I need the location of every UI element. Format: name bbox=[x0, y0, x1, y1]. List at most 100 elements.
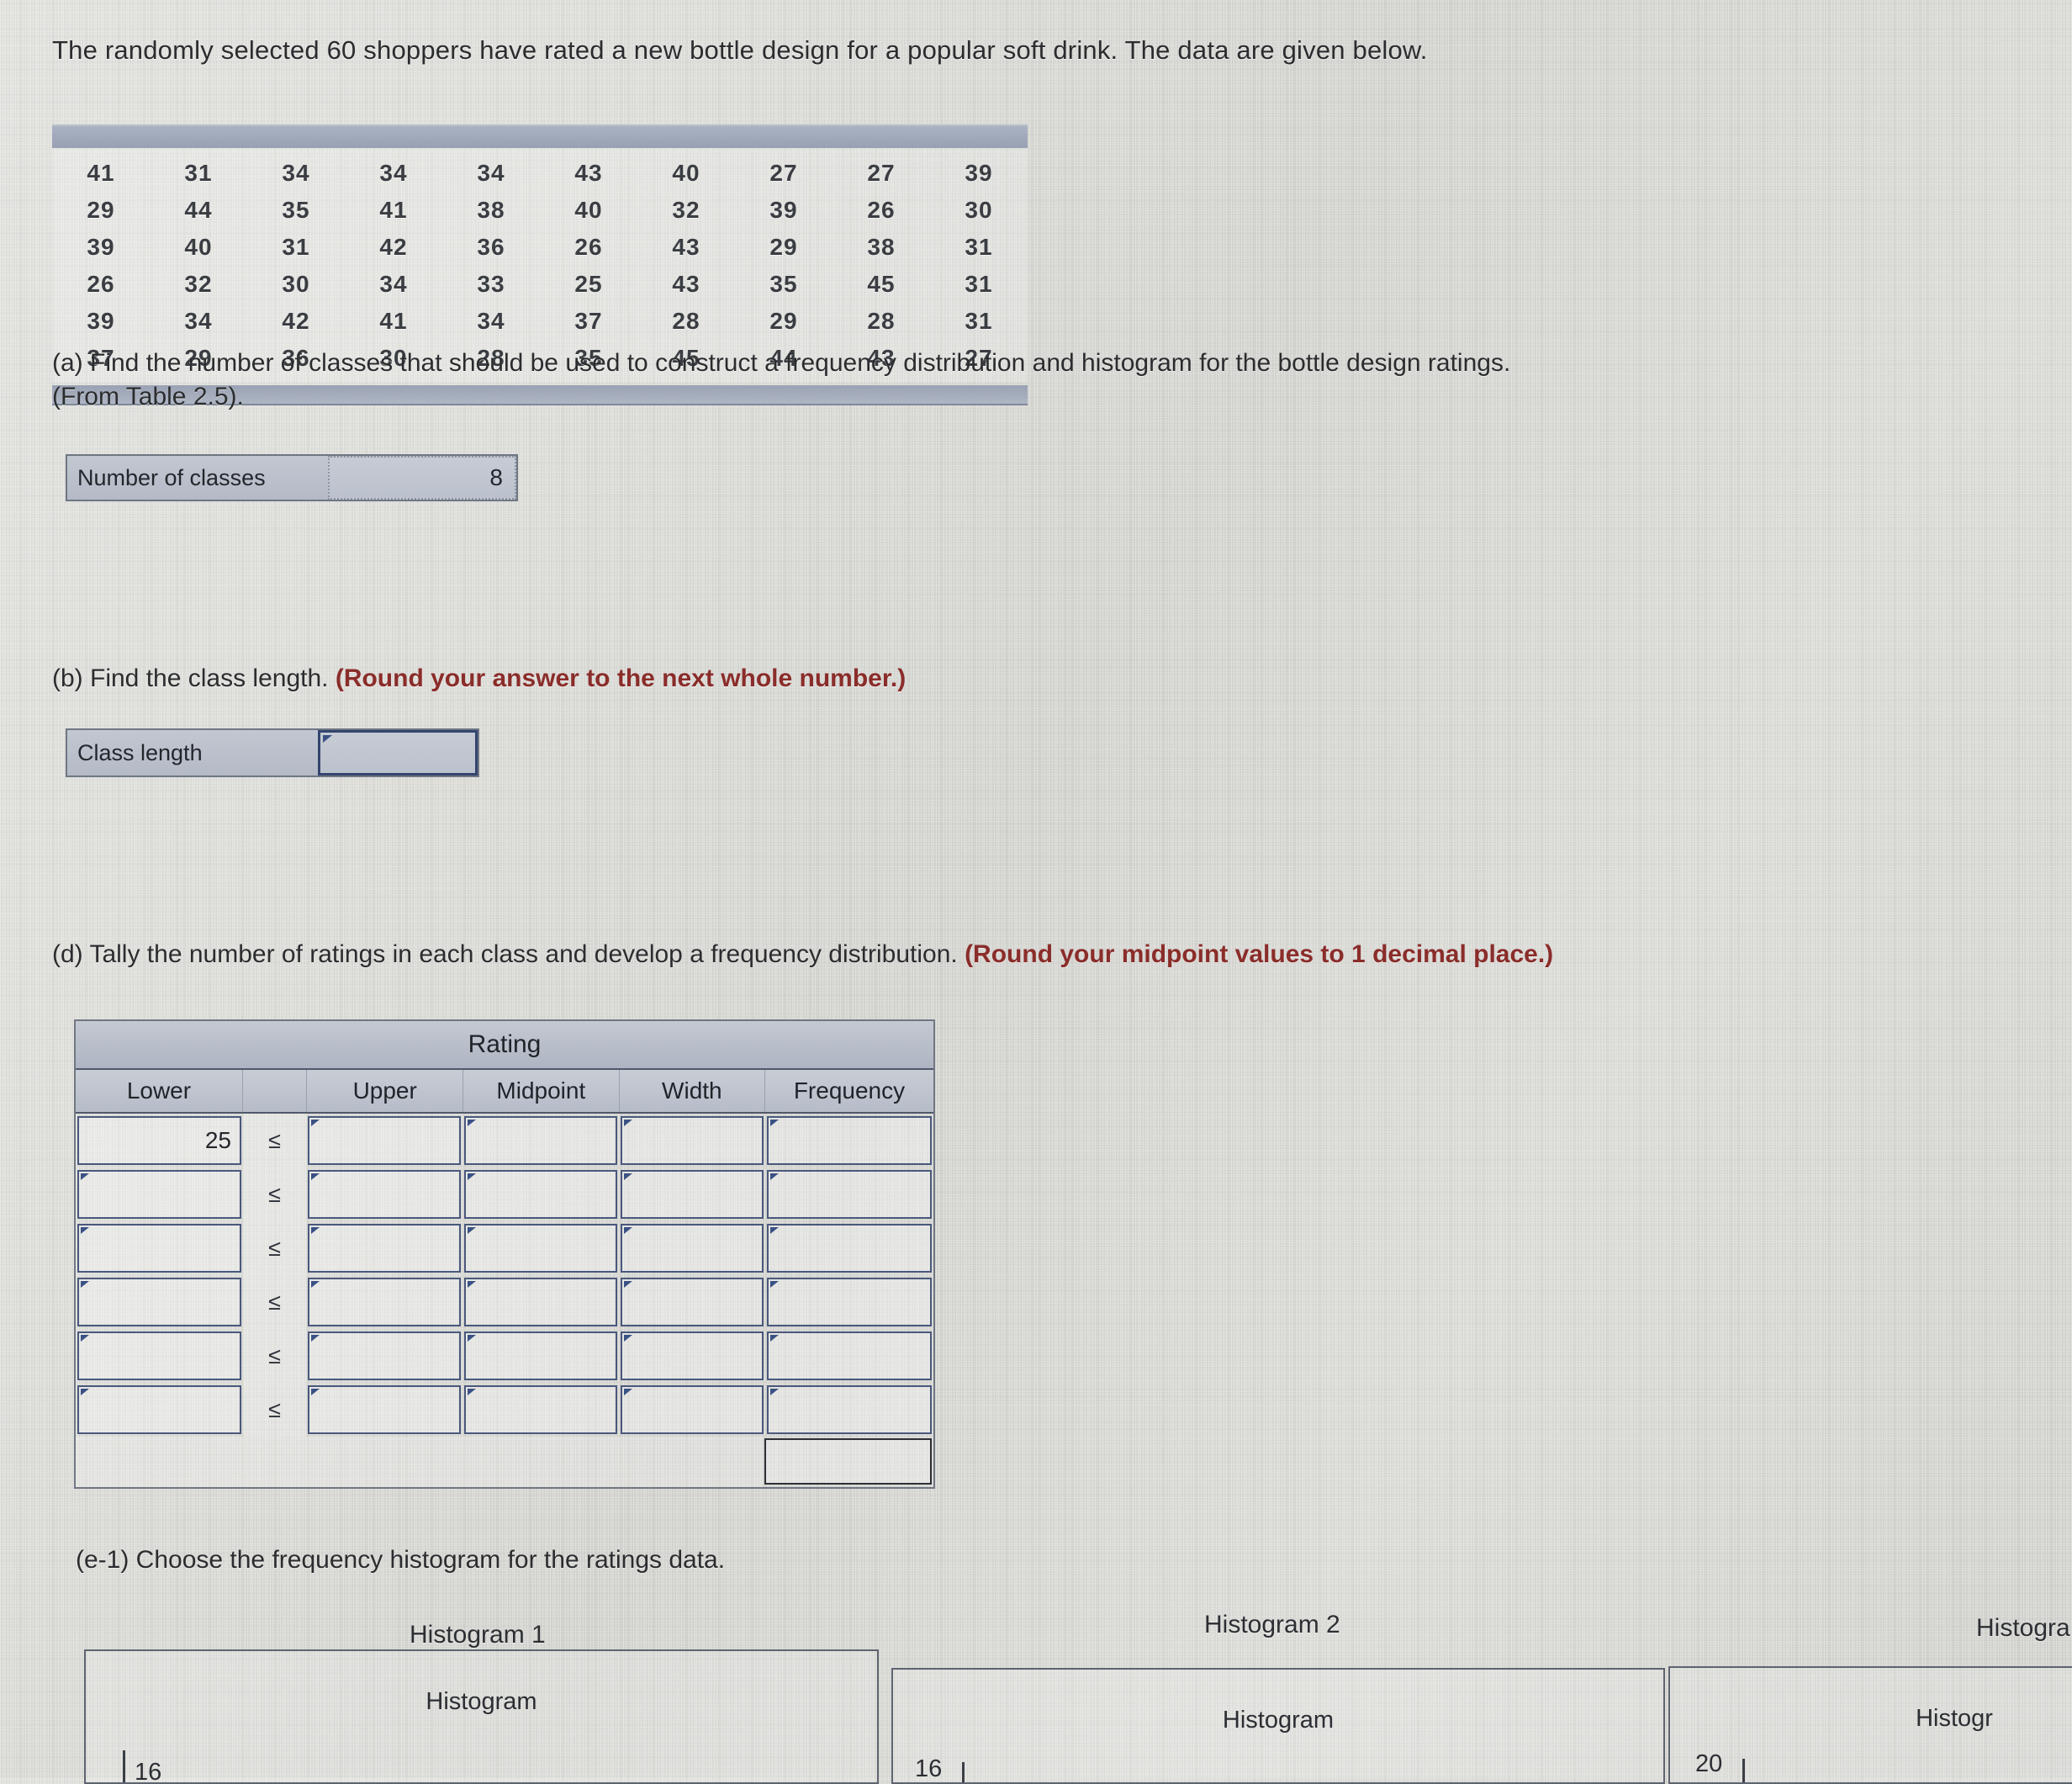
freq-row-1-upper-input[interactable] bbox=[307, 1170, 461, 1219]
freq-row-4-midpoint-input[interactable] bbox=[463, 1331, 617, 1380]
freq-row-1-width-input[interactable] bbox=[620, 1170, 764, 1219]
freq-table-row: ≤ bbox=[76, 1383, 933, 1437]
histogram-3-label: Histogra bbox=[1976, 1614, 2070, 1642]
freq-total-frequency-input[interactable] bbox=[764, 1438, 932, 1485]
rating-value-cell: 37 bbox=[87, 345, 115, 371]
histogram-1-axis-top-value: 16 bbox=[135, 1759, 162, 1784]
freq-row-5-upper-input[interactable] bbox=[307, 1385, 461, 1434]
freq-row-0-frequency-input[interactable] bbox=[766, 1116, 932, 1165]
rating-value-cell: 38 bbox=[867, 234, 896, 260]
freq-total-op bbox=[242, 1437, 307, 1487]
rating-value-cell: 29 bbox=[769, 308, 798, 334]
part-a-line2: (From Table 2.5). bbox=[52, 382, 244, 410]
freq-row-4-frequency-input[interactable] bbox=[766, 1331, 932, 1380]
rating-value-cell: 40 bbox=[574, 197, 603, 223]
freq-row-0-midpoint-input[interactable] bbox=[463, 1116, 617, 1165]
rating-value-cell: 42 bbox=[282, 308, 310, 334]
freq-table-row: ≤ bbox=[76, 1329, 933, 1383]
rating-value-cell: 40 bbox=[672, 160, 700, 186]
data-table-top-bar bbox=[52, 124, 1028, 148]
rating-value-cell: 43 bbox=[672, 234, 700, 260]
freq-row-4-lower-input[interactable] bbox=[77, 1331, 241, 1380]
number-of-classes-row: Number of classes 8 bbox=[66, 454, 518, 501]
class-length-row: Class length bbox=[66, 728, 479, 777]
histogram-3-inner-title: Histogr bbox=[1916, 1705, 1993, 1732]
frequency-distribution-table: Rating Lower Upper Midpoint Width Freque… bbox=[74, 1019, 935, 1489]
histogram-3-card[interactable]: Histogr 20 bbox=[1668, 1666, 2072, 1784]
part-d-question: (d) Tally the number of ratings in each … bbox=[52, 940, 1986, 969]
part-b-hint: (Round your answer to the next whole num… bbox=[335, 664, 906, 692]
freq-row-3-lower-input[interactable] bbox=[77, 1278, 241, 1326]
ratings-data-row: 29 44 35 41 38 40 32 39 26 30 bbox=[52, 192, 1028, 229]
rating-value-cell: 34 bbox=[477, 308, 505, 334]
freq-row-4-upper-input[interactable] bbox=[307, 1331, 461, 1380]
freq-row-3-midpoint-input[interactable] bbox=[463, 1278, 617, 1326]
freq-header-operator bbox=[243, 1070, 308, 1112]
freq-total-row bbox=[76, 1437, 933, 1487]
ratings-data-row: 26 32 30 34 33 25 43 35 45 31 bbox=[52, 266, 1028, 303]
freq-table-row: ≤ bbox=[76, 1275, 933, 1329]
histogram-1-y-axis bbox=[123, 1750, 125, 1782]
rating-value-cell: 35 bbox=[769, 271, 798, 297]
rating-value-cell: 31 bbox=[965, 234, 993, 260]
histogram-options: Histogram 1 Histogram 16 Histogram 2 His… bbox=[0, 1602, 2072, 1784]
freq-row-3-frequency-input[interactable] bbox=[766, 1278, 932, 1326]
freq-row-0-lower-input[interactable]: 25 bbox=[77, 1116, 241, 1165]
rating-value-cell: 29 bbox=[87, 197, 115, 223]
freq-table-row: ≤ bbox=[76, 1221, 933, 1275]
freq-row-5-midpoint-input[interactable] bbox=[463, 1385, 617, 1434]
freq-row-1-midpoint-input[interactable] bbox=[463, 1170, 617, 1219]
freq-row-5-width-input[interactable] bbox=[620, 1385, 764, 1434]
freq-row-2-midpoint-input[interactable] bbox=[463, 1224, 617, 1273]
freq-row-5-lower-input[interactable] bbox=[77, 1385, 241, 1434]
freq-row-2-upper-input[interactable] bbox=[307, 1224, 461, 1273]
freq-row-3-upper-input[interactable] bbox=[307, 1278, 461, 1326]
part-b-question: (b) Find the class length. (Round your a… bbox=[52, 664, 1902, 693]
histogram-3-y-axis bbox=[1742, 1759, 1745, 1782]
freq-row-4-width-input[interactable] bbox=[620, 1331, 764, 1380]
freq-row-5-frequency-input[interactable] bbox=[766, 1385, 932, 1434]
freq-row-2-lower-input[interactable] bbox=[77, 1224, 241, 1273]
freq-row-1-lower-input[interactable] bbox=[77, 1170, 241, 1219]
rating-value-cell: 29 bbox=[184, 345, 213, 371]
rating-value-cell: 39 bbox=[965, 160, 993, 186]
number-of-classes-input[interactable]: 8 bbox=[327, 456, 516, 500]
rating-value-cell: 43 bbox=[867, 345, 896, 371]
rating-value-cell: 43 bbox=[672, 271, 700, 297]
histogram-1-card[interactable]: Histogram 16 bbox=[84, 1649, 879, 1784]
freq-row-4-operator: ≤ bbox=[243, 1329, 306, 1383]
histogram-2-y-axis bbox=[962, 1762, 965, 1782]
freq-row-2-frequency-input[interactable] bbox=[766, 1224, 932, 1273]
freq-row-0-upper-input[interactable] bbox=[307, 1116, 461, 1165]
freq-row-1-frequency-input[interactable] bbox=[766, 1170, 932, 1219]
histogram-2-card[interactable]: Histogram 16 bbox=[891, 1668, 1665, 1784]
freq-row-2-width-input[interactable] bbox=[620, 1224, 764, 1273]
freq-header-lower: Lower bbox=[76, 1070, 243, 1112]
rating-value-cell: 34 bbox=[477, 160, 505, 186]
rating-value-cell: 44 bbox=[184, 197, 213, 223]
rating-value-cell: 32 bbox=[672, 197, 700, 223]
rating-value-cell: 39 bbox=[769, 197, 798, 223]
rating-value-cell: 44 bbox=[769, 345, 798, 371]
freq-row-3-width-input[interactable] bbox=[620, 1278, 764, 1326]
rating-value-cell: 36 bbox=[477, 234, 505, 260]
rating-value-cell: 30 bbox=[965, 197, 993, 223]
ratings-data-row: 37 29 36 30 28 35 45 44 43 27 bbox=[52, 340, 1028, 377]
rating-value-cell: 25 bbox=[574, 271, 603, 297]
class-length-input[interactable] bbox=[317, 730, 478, 776]
rating-value-cell: 26 bbox=[87, 271, 115, 297]
rating-value-cell: 33 bbox=[477, 271, 505, 297]
rating-value-cell: 29 bbox=[769, 234, 798, 260]
rating-value-cell: 30 bbox=[379, 345, 408, 371]
rating-value-cell: 38 bbox=[477, 197, 505, 223]
freq-row-0-width-input[interactable] bbox=[620, 1116, 764, 1165]
class-length-label: Class length bbox=[67, 730, 318, 776]
rating-value-cell: 39 bbox=[87, 308, 115, 334]
freq-total-mid bbox=[462, 1437, 618, 1487]
number-of-classes-label: Number of classes bbox=[67, 456, 328, 500]
freq-row-5-operator: ≤ bbox=[243, 1383, 306, 1437]
rating-value-cell: 31 bbox=[282, 234, 310, 260]
histogram-3-axis-top-value: 20 bbox=[1695, 1750, 1723, 1777]
histogram-1-label: Histogram 1 bbox=[410, 1621, 546, 1649]
rating-value-cell: 31 bbox=[965, 308, 993, 334]
